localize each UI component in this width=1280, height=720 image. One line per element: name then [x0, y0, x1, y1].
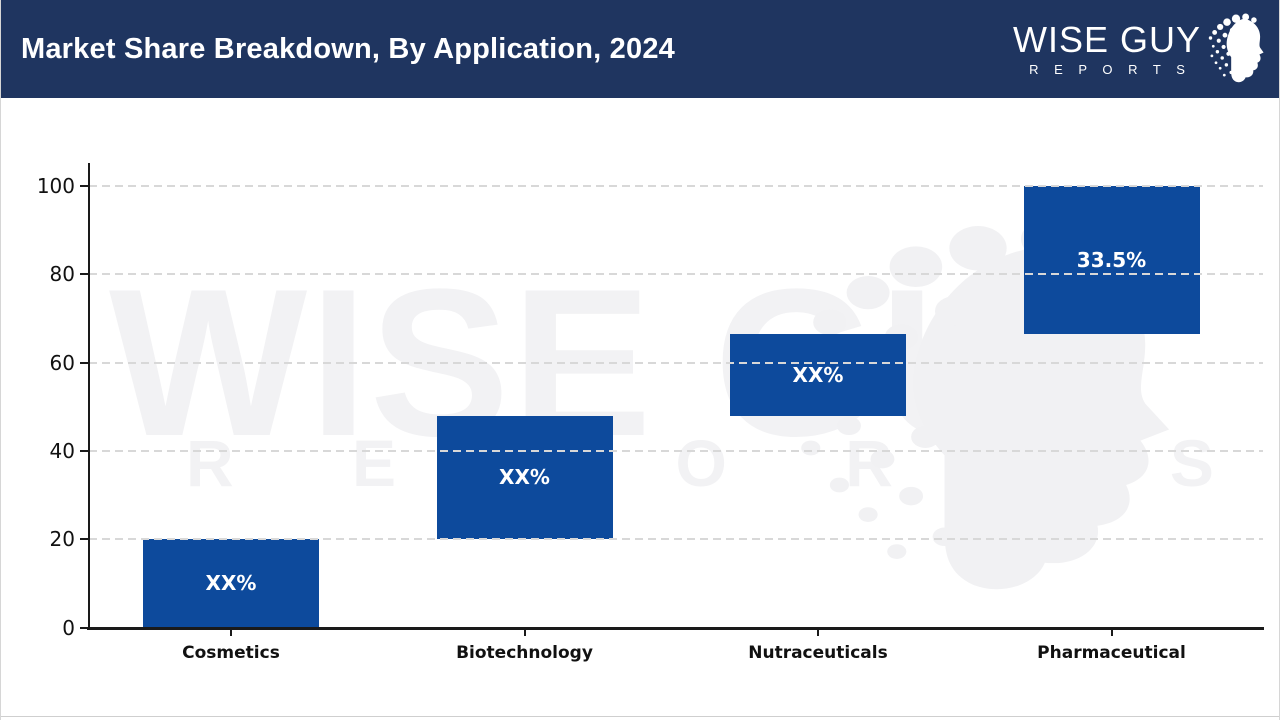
bar-value-label: XX%: [792, 362, 844, 387]
gridline: [89, 361, 1263, 364]
bar: 33.5%: [1023, 186, 1200, 334]
y-tick-label: 100: [36, 174, 75, 198]
gridline: [89, 185, 1263, 187]
y-tick-label: 20: [49, 527, 75, 552]
y-tick-mark: [80, 538, 89, 541]
logo-face-icon: [1208, 13, 1264, 83]
x-tick-mark: [817, 630, 819, 636]
gridline: [89, 449, 1263, 452]
x-axis-line: [87, 627, 1264, 630]
y-tick-label: 80: [49, 262, 75, 287]
x-tick-mark: [523, 630, 526, 636]
logo-wordmark: WISE GUY: [1012, 18, 1201, 60]
y-tick-label: 60: [49, 350, 75, 375]
bar: XX%: [730, 333, 906, 416]
plot-area: WISE GUY R E P O R T S 0 20 40 60 80 100 XX% Co…: [1, 98, 1279, 717]
x-axis-category-label: Nutraceuticals: [748, 643, 888, 663]
gridline: [89, 273, 1263, 276]
header-bar: Market Share Breakdown, By Application, …: [1, 0, 1279, 98]
logo-subtitle: R E P O R T S: [1029, 61, 1191, 77]
x-axis-category-label: Cosmetics: [182, 643, 280, 663]
y-tick-mark: [80, 361, 89, 364]
bar-value-label: XX%: [499, 465, 550, 490]
bar: XX%: [143, 539, 319, 628]
y-tick-label: 40: [49, 438, 75, 463]
x-tick-mark: [230, 630, 232, 636]
frame-border: [1, 716, 1279, 717]
x-axis-category-label: Pharmaceutical: [1037, 643, 1186, 663]
gridline: [89, 538, 1263, 541]
bar-value-label: XX%: [205, 571, 257, 596]
y-tick-mark: [80, 626, 89, 629]
y-tick-mark: [80, 449, 89, 452]
y-tick-mark: [80, 273, 89, 276]
page-title: Market Share Breakdown, By Application, …: [21, 32, 675, 65]
wise-guy-logo: WISE GUY R E P O R T S: [1013, 7, 1267, 91]
y-axis-line: [88, 163, 90, 630]
y-tick-label: 0: [62, 615, 75, 640]
y-tick-mark: [80, 185, 89, 187]
x-tick-mark: [1110, 630, 1113, 636]
bar: XX%: [436, 415, 613, 540]
logo-text: WISE GUY R E P O R T S: [1012, 18, 1201, 77]
bar-value-label: 33.5%: [1076, 247, 1147, 272]
x-axis-category-label: Biotechnology: [456, 643, 593, 663]
